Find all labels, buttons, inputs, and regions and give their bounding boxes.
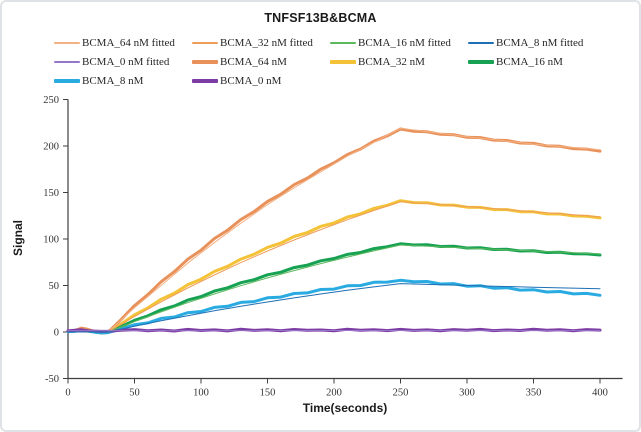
legend-item-bcma-8: BCMA_8 nM	[54, 74, 192, 87]
legend-item-bcma-64: BCMA_64 nM	[192, 55, 330, 68]
series-bcma-8-nm-fitted	[67, 283, 601, 333]
legend-line-swatch	[54, 41, 80, 44]
legend-line-swatch	[330, 59, 356, 64]
legend-label: BCMA_8 nM	[82, 74, 144, 87]
legend-item-bcma-16-fitted: BCMA_16 nM fitted	[330, 36, 468, 49]
x-tick-label: 250	[393, 388, 409, 399]
x-tick-label: 300	[459, 388, 475, 399]
y-tick-label: 50	[49, 281, 60, 292]
x-axis-label: Time(seconds)	[302, 401, 388, 415]
x-tick-label: 350	[526, 388, 542, 399]
legend-item-bcma-8-fitted: BCMA_8 nM fitted	[468, 36, 583, 49]
legend-line-swatch	[192, 59, 218, 64]
legend-item-bcma-32: BCMA_32 nM	[330, 55, 468, 68]
y-tick-label: -50	[45, 374, 59, 385]
series-bcma-32-nm-fitted	[67, 201, 601, 333]
x-tick-label: 100	[193, 388, 209, 399]
legend-line-swatch	[192, 41, 218, 44]
x-tick-label: 400	[592, 388, 608, 399]
legend-line-swatch	[54, 78, 80, 83]
legend-line-swatch	[54, 60, 80, 63]
legend-label: BCMA_0 nM fitted	[82, 55, 170, 68]
y-tick-label: 0	[54, 328, 59, 339]
legend-line-swatch	[192, 78, 218, 83]
chart-title: TNFSF13B&BCMA	[264, 11, 377, 25]
y-tick-label: 100	[43, 235, 59, 246]
legend-label: BCMA_32 nM	[358, 55, 425, 68]
legend-label: BCMA_0 nM	[220, 74, 282, 87]
legend-label: BCMA_64 nM fitted	[82, 36, 175, 49]
series-bcma-32-nm	[66, 199, 602, 335]
x-tick-label: 150	[260, 388, 276, 399]
legend-label: BCMA_64 nM	[220, 55, 287, 68]
legend-line-swatch	[330, 41, 356, 44]
y-tick-label: 200	[43, 142, 59, 153]
legend-label: BCMA_16 nM fitted	[358, 36, 451, 49]
x-tick-label: 50	[129, 388, 140, 399]
x-tick-label: 0	[65, 388, 70, 399]
y-tick-label: 150	[43, 188, 59, 199]
legend-item-bcma-32-fitted: BCMA_32 nM fitted	[192, 36, 330, 49]
x-tick-label: 200	[326, 388, 342, 399]
legend-item-bcma-16: BCMA_16 nM	[468, 55, 583, 68]
y-axis-label: Signal	[11, 220, 25, 257]
legend-item-bcma-0: BCMA_0 nM	[192, 74, 330, 87]
legend-line-swatch	[468, 59, 494, 64]
legend-label: BCMA_8 nM fitted	[496, 36, 584, 49]
legend-label: BCMA_32 nM fitted	[220, 36, 313, 49]
series-bcma-16-nm-fitted	[67, 244, 601, 333]
legend-label: BCMA_16 nM	[496, 55, 563, 68]
legend: BCMA_64 nM fitted BCMA_32 nM fitted BCMA…	[54, 36, 583, 87]
legend-item-bcma-0-fitted: BCMA_0 nM fitted	[54, 55, 192, 68]
y-tick-label: 250	[43, 95, 59, 106]
legend-item-bcma-64-fitted: BCMA_64 nM fitted	[54, 36, 192, 49]
series-bcma-64-nm-fitted	[67, 127, 601, 333]
series-bcma-64-nm	[66, 127, 602, 335]
legend-line-swatch	[468, 41, 494, 44]
